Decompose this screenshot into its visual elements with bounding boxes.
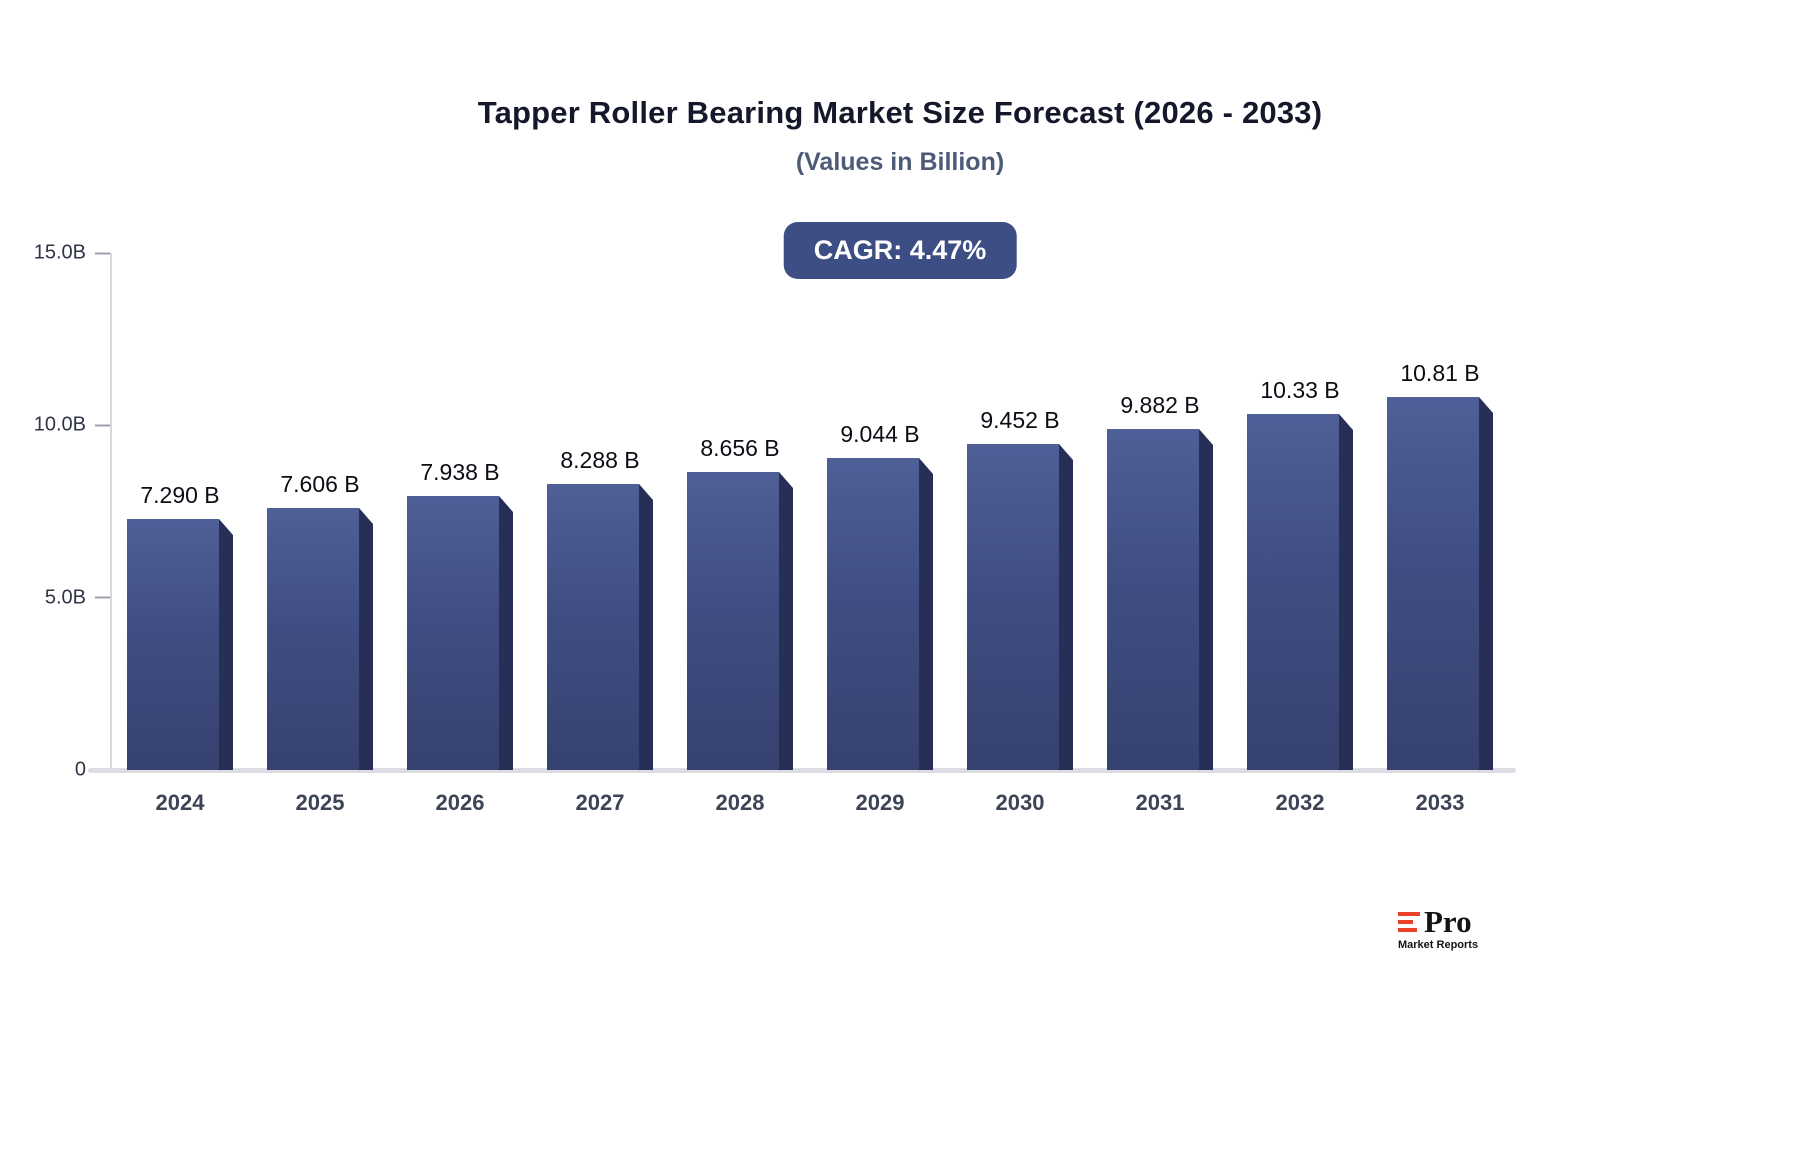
bar-front-face [407,496,499,770]
y-axis-tick-label: 5.0B [44,586,86,609]
bar: 10.33 B [1247,377,1353,770]
y-axis-line [110,253,112,770]
bar-value-label: 8.656 B [700,435,780,461]
y-axis-tick: 5.0B [45,586,110,609]
x-axis-label: 2029 [855,790,905,815]
logo-name: Pro [1424,904,1472,939]
bar: 9.452 B [967,407,1073,770]
bar-side-face [919,458,933,770]
y-axis-tick-label: 10.0B [33,413,86,436]
x-axis-label: 2024 [155,790,205,815]
x-axis-label: 2030 [995,790,1045,815]
bar-value-label: 7.290 B [140,482,220,508]
logo: Pro Market Reports [1398,906,1508,951]
chart-subtitle: (Values in Billion) [795,148,1005,176]
bar-value-label: 7.938 B [420,459,500,485]
bar-side-face [359,508,373,770]
chart-title: Tapper Roller Bearing Market Size Foreca… [477,95,1323,130]
bar-front-face [547,484,639,770]
bar-front-face [1107,429,1199,770]
bar-value-label: 10.33 B [1260,377,1340,403]
bar-side-face [1479,397,1493,770]
bar-front-face [1387,397,1479,770]
bar-front-face [687,472,779,770]
bar-side-face [1199,429,1213,770]
x-axis-label: 2032 [1275,790,1325,815]
y-axis: 0 5.0B 10.0B 15.0B [0,242,110,781]
bar: 7.606 B [267,471,373,770]
bar-side-face [639,484,653,770]
bar: 7.290 B [127,482,233,770]
bar: 9.882 B [1107,392,1213,770]
y-axis-tick-mark [95,252,110,254]
bar-side-face [1059,444,1073,770]
bar-side-face [499,496,513,770]
bar-chart-plot-area: 7.290 B 2024 7.606 B 2025 7.938 B 2026 8.288 B… [88,253,1516,815]
cagr-badge: CAGR: 4.47% [783,222,1017,279]
bar-front-face [827,458,919,770]
x-axis-label: 2025 [295,790,345,815]
bar-front-face [967,444,1059,770]
y-axis-tick-mark [95,596,110,599]
bar-value-label: 7.606 B [280,471,360,497]
bar-front-face [127,519,219,770]
bar-side-face [779,472,793,770]
bar: 10.81 B [1387,360,1493,770]
bar: 9.044 B [827,421,933,770]
x-axis-label: 2027 [575,790,625,815]
x-axis-label: 2031 [1135,790,1185,815]
bar: 8.288 B [547,447,653,770]
x-axis-label: 2026 [435,790,485,815]
y-axis-tick: 15.0B [34,242,110,265]
x-axis-label: 2033 [1415,790,1465,815]
bar-front-face [1247,414,1339,770]
y-axis-tick: 10.0B [34,414,110,437]
bar-value-label: 9.452 B [980,407,1060,433]
bar: 8.656 B [687,435,793,770]
bar-value-label: 9.044 B [840,421,920,447]
logo-stripes-icon [1398,911,1420,932]
bar: 7.938 B [407,459,513,770]
bar-side-face [219,519,233,770]
bar-value-label: 9.882 B [1120,392,1200,418]
y-axis-tick-mark [95,424,110,427]
bar-value-label: 10.81 B [1400,360,1480,386]
x-axis-baseline [88,768,1516,773]
x-axis-label: 2028 [715,790,765,815]
y-axis-tick-label: 15.0B [33,241,86,264]
logo-tagline: Market Reports [1398,939,1479,951]
bar-front-face [267,508,359,770]
y-axis-tick-label: 0 [74,758,86,781]
bar-side-face [1339,414,1353,770]
bar-value-label: 8.288 B [560,447,640,473]
